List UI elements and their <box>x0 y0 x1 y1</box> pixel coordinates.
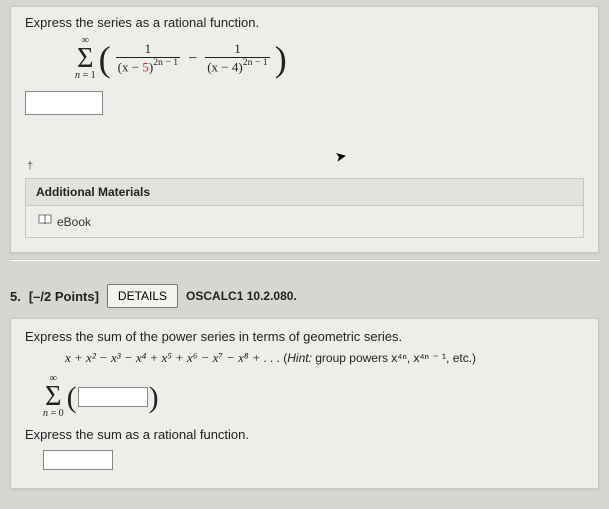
paren-close: ) <box>275 45 287 74</box>
q4-formula: ∞ Σ n = 1 ( 1 (x − 5)2n − 1 − 1 (x − 4)2… <box>75 36 584 81</box>
q5-rational-answer-input[interactable] <box>43 450 113 470</box>
footnote-marker: † <box>27 160 584 172</box>
ebook-label: eBook <box>57 215 91 229</box>
hint: (Hint: group powers x⁴ⁿ, x⁴ⁿ ⁻ ¹, etc.) <box>283 351 476 365</box>
fraction-1: 1 (x − 5)2n − 1 <box>116 42 181 75</box>
details-button[interactable]: DETAILS <box>107 284 178 308</box>
numerator: 1 <box>143 42 154 57</box>
sigma: ∞ Σ n = 0 <box>43 374 64 419</box>
q4-answer-input[interactable] <box>25 91 103 115</box>
q5-prompt-2: Express the sum as a rational function. <box>25 427 584 442</box>
sigma-symbol: Σ <box>45 384 61 409</box>
sigma-symbol: Σ <box>77 46 93 71</box>
question-5-header: 5. [–/2 Points] DETAILS OSCALC1 10.2.080… <box>10 284 599 312</box>
ebook-link[interactable]: eBook <box>38 214 91 229</box>
fraction-2: 1 (x − 4)2n − 1 <box>205 42 270 75</box>
denominator: (x − 5)2n − 1 <box>116 57 181 75</box>
sigma-lower: n = 0 <box>43 409 64 419</box>
q5-series-answer-input[interactable] <box>78 387 148 407</box>
question-reference: OSCALC1 10.2.080. <box>186 289 297 303</box>
question-5-panel: Express the sum of the power series in t… <box>10 318 599 489</box>
paren-open: ( <box>99 45 111 74</box>
numerator: 1 <box>232 42 243 57</box>
q5-formula: ∞ Σ n = 0 ( ) <box>43 374 584 419</box>
question-4-panel: Express the series as a rational functio… <box>10 6 599 253</box>
q5-prompt: Express the sum of the power series in t… <box>25 329 584 344</box>
paren-open: ( <box>67 386 77 410</box>
q4-prompt: Express the series as a rational functio… <box>25 15 584 30</box>
paren-close: ) <box>149 386 159 410</box>
divider <box>10 259 599 260</box>
question-number: 5. <box>10 289 21 304</box>
sigma-lower: n = 1 <box>75 71 96 81</box>
additional-materials-body: eBook <box>25 206 584 238</box>
denominator: (x − 4)2n − 1 <box>205 57 270 75</box>
additional-materials-header: Additional Materials <box>25 178 584 206</box>
book-icon <box>38 214 52 229</box>
q5-power-series: x + x² − x³ − x⁴ + x⁵ + x⁶ − x⁷ − x⁸ + .… <box>65 350 584 366</box>
sigma: ∞ Σ n = 1 <box>75 36 96 81</box>
minus-sign: − <box>188 50 197 68</box>
points-label: [–/2 Points] <box>29 289 99 304</box>
